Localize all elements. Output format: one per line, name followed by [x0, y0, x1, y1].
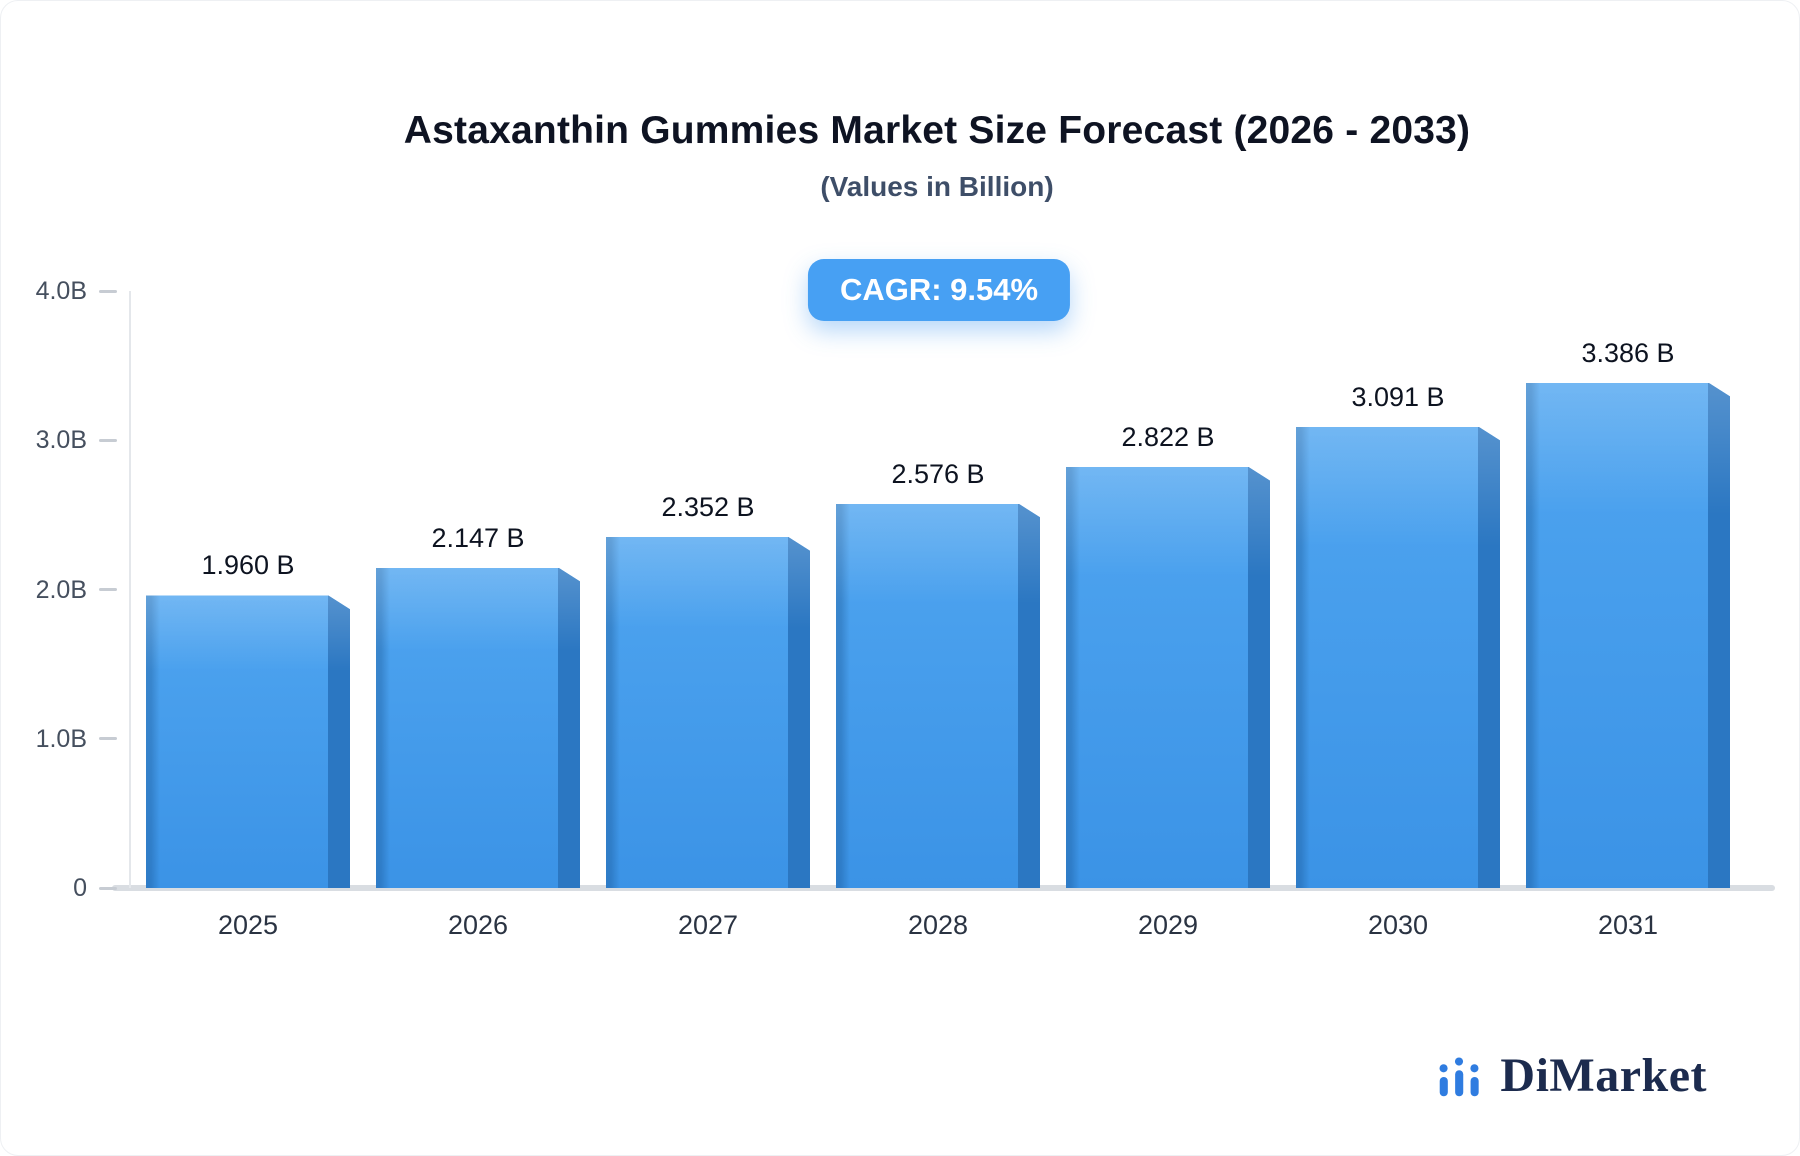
bar [1526, 383, 1731, 888]
logo-text: DiMarket [1500, 1049, 1707, 1102]
y-axis-tick-label: 2.0B [35, 575, 87, 604]
x-axis-line [112, 885, 1775, 891]
bar [1066, 467, 1271, 888]
bar [376, 568, 581, 888]
bar-chart-logo-icon [1432, 1049, 1486, 1103]
chart-subtitle: (Values in Billion) [820, 171, 1054, 202]
y-axis-tick-label: 3.0B [35, 426, 87, 455]
bar [836, 504, 1041, 888]
bar-value-label: 2.576 B [891, 458, 985, 489]
y-axis-tick-dash [99, 737, 117, 741]
chart-title: Astaxanthin Gummies Market Size Forecast… [403, 109, 1471, 152]
bar [606, 537, 811, 888]
bar-value-label: 2.822 B [1121, 421, 1215, 452]
dimarket-logo: DiMarket [1432, 1048, 1707, 1103]
x-axis-label: 2025 [217, 910, 279, 940]
bar-value-label: 3.091 B [1351, 381, 1445, 412]
bar-value-label: 2.147 B [431, 522, 525, 553]
y-axis-tick-label: 4.0B [35, 277, 87, 305]
x-axis-label: 2030 [1367, 910, 1429, 940]
x-axis-label: 2027 [677, 910, 739, 940]
x-axis-label: 2028 [907, 910, 969, 940]
y-axis-line [129, 291, 131, 888]
y-axis: 4.0B 3.0B 2.0B 1.0B 0 [1, 277, 129, 902]
y-axis-tick-label: 0 [73, 874, 87, 902]
y-axis-tick-dash [99, 289, 117, 293]
plot-area: 1.960 B 2025 2.147 B 2026 2.352 B 2027 2.576 B… [133, 291, 1743, 940]
bar [146, 595, 351, 888]
bar-value-label: 1.960 B [201, 550, 295, 581]
y-axis-tick-dash [99, 438, 117, 442]
y-axis-tick-dash [99, 588, 117, 591]
x-axis-label: 2031 [1597, 910, 1659, 940]
x-axis-label: 2026 [447, 910, 509, 940]
bar [1296, 427, 1501, 888]
bar-value-label: 2.352 B [661, 491, 755, 522]
x-axis-label: 2029 [1137, 910, 1199, 940]
y-axis-tick-label: 1.0B [35, 724, 87, 753]
y-axis-tick-dash [99, 886, 117, 890]
bar-value-label: 3.386 B [1581, 337, 1675, 368]
cagr-badge: CAGR: 9.54% [807, 259, 1071, 321]
